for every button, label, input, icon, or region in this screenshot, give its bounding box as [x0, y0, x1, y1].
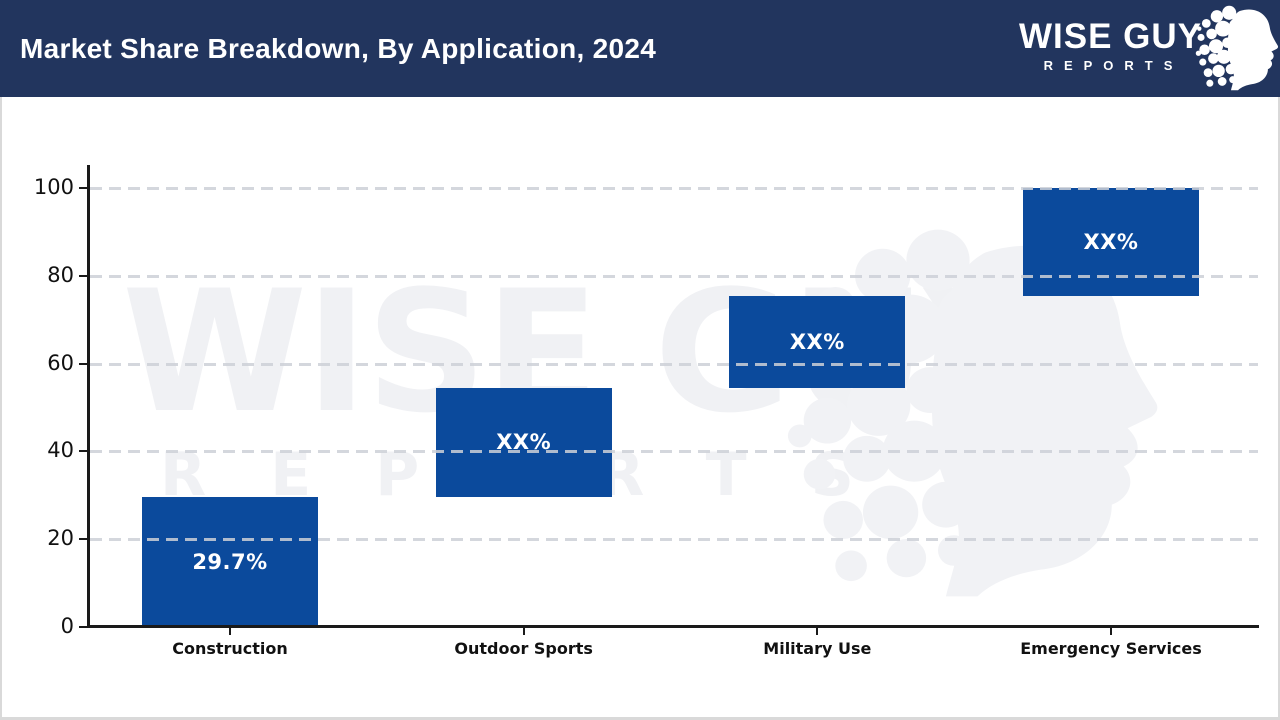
y-tick-mark [79, 187, 87, 189]
gridline [90, 450, 1258, 454]
y-tick-label: 80 [47, 262, 74, 287]
gridline [90, 274, 1258, 278]
y-tick-mark [79, 362, 87, 365]
waterfall-bar: XX% [435, 387, 612, 497]
bar-value-label: XX% [1083, 229, 1139, 254]
x-category-label: Military Use [763, 639, 872, 658]
y-tick-label: 0 [60, 614, 74, 638]
y-axis-line [87, 165, 90, 627]
brand-subname: REPORTS [1043, 58, 1184, 73]
waterfall-bar: 29.7% [142, 496, 318, 627]
y-tick-mark [79, 450, 87, 453]
y-tick-label: 100 [33, 175, 74, 199]
gridline [90, 538, 1258, 542]
bar-value-label: 29.7% [192, 549, 268, 574]
waterfall-bar: XX% [729, 295, 906, 388]
bar-value-label: XX% [789, 329, 845, 354]
brand-logo: WISE GUY REPORTS [1018, 0, 1279, 97]
bar-value-label: XX% [496, 430, 552, 455]
x-category-label: Emergency Services [1020, 639, 1202, 658]
y-tick-label: 40 [47, 438, 74, 463]
chart-title: Market Share Breakdown, By Application, … [20, 32, 657, 64]
x-tick-mark [229, 628, 231, 635]
x-tick-mark [816, 628, 819, 635]
x-category-label: Construction [172, 639, 288, 658]
gridline [90, 362, 1258, 366]
header-bar: Market Share Breakdown, By Application, … [0, 0, 1280, 97]
x-axis-line [87, 625, 1259, 628]
gridline [90, 187, 1258, 190]
y-tick-mark [79, 626, 87, 628]
y-tick-label: 20 [47, 526, 74, 551]
x-category-label: Outdoor Sports [454, 639, 593, 658]
x-tick-mark [522, 628, 525, 635]
y-tick-mark [79, 538, 87, 541]
brand-head-icon [1195, 5, 1279, 91]
x-tick-mark [1110, 628, 1112, 635]
waterfall-bar: XX% [1023, 188, 1199, 296]
y-tick-label: 60 [47, 350, 74, 375]
y-tick-mark [79, 274, 87, 277]
brand-name: WISE GUY [1018, 17, 1202, 56]
brand-text: WISE GUY REPORTS [1018, 17, 1202, 74]
